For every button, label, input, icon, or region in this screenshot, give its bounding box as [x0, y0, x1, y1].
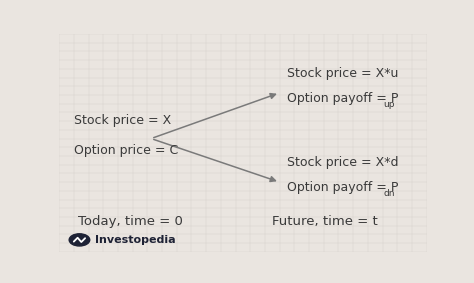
- Text: Investopedia: Investopedia: [95, 235, 176, 245]
- Text: Future, time = t: Future, time = t: [272, 215, 378, 228]
- Text: dn: dn: [383, 189, 395, 198]
- Text: Option payoff = P: Option payoff = P: [287, 181, 398, 194]
- Circle shape: [69, 234, 90, 246]
- Text: Option payoff = P: Option payoff = P: [287, 92, 398, 105]
- Text: Stock price = X: Stock price = X: [74, 113, 171, 127]
- Text: Stock price = X*d: Stock price = X*d: [287, 156, 399, 169]
- Text: up: up: [383, 100, 395, 109]
- Text: Today, time = 0: Today, time = 0: [78, 215, 182, 228]
- Text: Option price = C: Option price = C: [74, 144, 178, 157]
- Text: Stock price = X*u: Stock price = X*u: [287, 67, 398, 80]
